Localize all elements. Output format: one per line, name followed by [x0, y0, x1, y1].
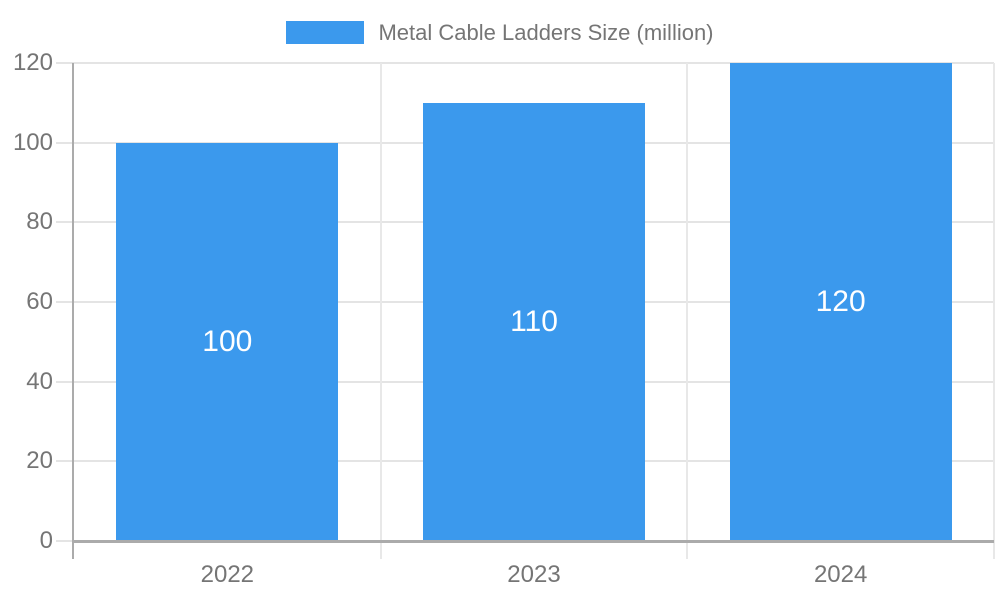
- y-tick-label-40: 40: [26, 367, 53, 395]
- legend-item[interactable]: Metal Cable Ladders Size (million): [286, 20, 714, 45]
- legend-swatch-icon: [286, 21, 365, 44]
- bar-value-label: 100: [202, 324, 253, 358]
- x-tick-label-2024: 2024: [813, 561, 868, 588]
- category-separator: [379, 63, 382, 559]
- legend-label: Metal Cable Ladders Size (million): [378, 20, 714, 45]
- x-tick-label-2022: 2022: [200, 561, 255, 588]
- y-tick-label-80: 80: [26, 208, 53, 236]
- bar-2024[interactable]: 120: [729, 63, 952, 541]
- category-separator: [993, 63, 995, 559]
- y-tick-label-100: 100: [12, 128, 53, 156]
- y-tick-label-120: 120: [12, 49, 53, 76]
- category-separator: [686, 63, 689, 559]
- x-tick-label-2023: 2023: [507, 561, 561, 588]
- y-tick-label-0: 0: [39, 527, 53, 554]
- x-axis-baseline: [74, 540, 994, 543]
- bar-2022[interactable]: 100: [116, 142, 339, 541]
- chart-legend: Metal Cable Ladders Size (million): [0, 21, 1000, 44]
- y-axis-line: [72, 63, 74, 559]
- y-tick-label-20: 20: [26, 447, 53, 475]
- y-tick-label-60: 60: [26, 288, 53, 315]
- gridline-y-120: [56, 62, 994, 64]
- bar-value-label: 120: [815, 285, 866, 318]
- bar-2023[interactable]: 110: [423, 102, 645, 541]
- bar-value-label: 110: [510, 304, 558, 338]
